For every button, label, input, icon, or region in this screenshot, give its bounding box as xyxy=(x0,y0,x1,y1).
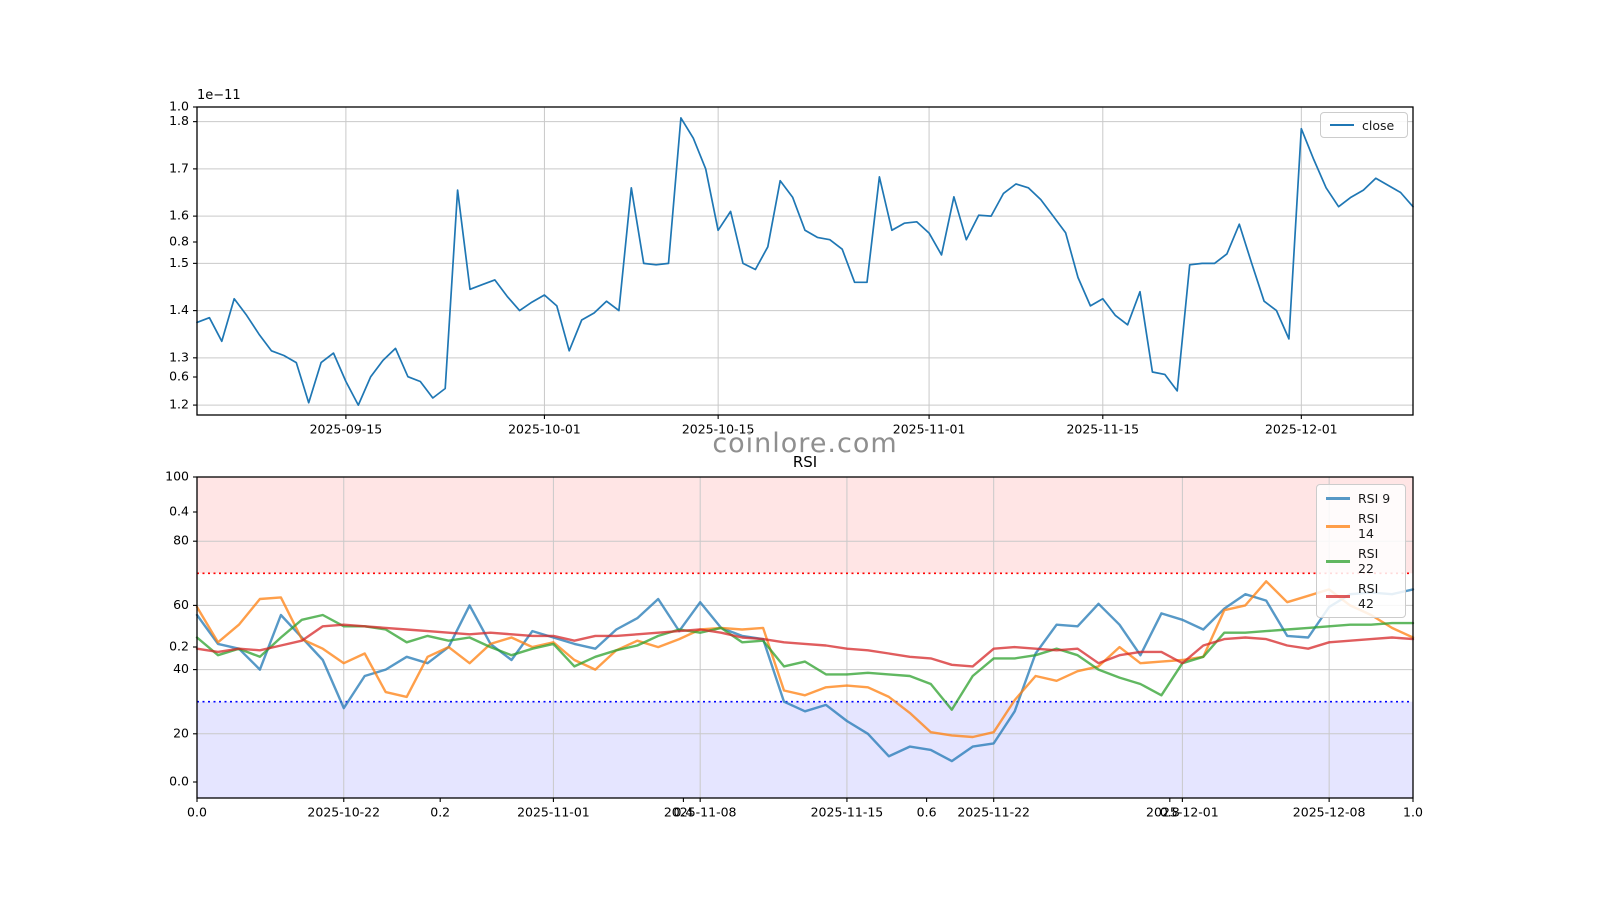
tick-label: 0.8 xyxy=(169,234,189,249)
tick-label: 2025-10-15 xyxy=(682,422,755,437)
tick-label: 1.8 xyxy=(169,113,189,128)
tick-label: 40 xyxy=(173,661,189,676)
rsi-chart-title: RSI xyxy=(792,453,818,471)
tick-label: 1.5 xyxy=(169,255,189,270)
tick-label: 1.6 xyxy=(169,208,189,223)
rsi9-line-swatch xyxy=(1326,497,1350,500)
rsi9-legend-label: RSI 9 xyxy=(1358,491,1391,506)
tick-label: 20 xyxy=(173,725,189,740)
tick-label: 1.3 xyxy=(169,349,189,364)
rsi42-legend-label: RSI 42 xyxy=(1358,581,1379,611)
rsi-legend: RSI 9 RSI 14 RSI 22 RSI 42 xyxy=(1316,484,1406,618)
y-axis-offset-label: 1e−11 xyxy=(197,88,241,103)
rsi-ticks: 2025-10-22 2025-11-01 2025-11-08 2025-11-15… xyxy=(165,469,1365,820)
tick-label: 2025-11-22 xyxy=(957,805,1030,820)
rsi22-line-swatch xyxy=(1326,559,1350,563)
tick-label: 0.0 xyxy=(187,805,207,820)
tick-label: 100 xyxy=(165,469,189,484)
tick-label: 1.0 xyxy=(169,99,189,114)
close-line-swatch xyxy=(1330,124,1354,126)
tick-label: 60 xyxy=(173,597,189,612)
rsi42-line-swatch xyxy=(1326,594,1350,598)
tick-label: 0.6 xyxy=(169,369,189,384)
rsi14-line-swatch xyxy=(1326,524,1350,528)
price-chart-frame xyxy=(196,106,1414,416)
price-chart-ticks: 2025-09-15 2025-10-01 2025-10-15 2025-11-01… xyxy=(169,113,1338,436)
tick-label: 2025-12-01 xyxy=(1265,422,1338,437)
tick-label: 2025-11-01 xyxy=(517,805,590,820)
rsi-legend-row: RSI 14 xyxy=(1326,511,1396,541)
tick-label: 2025-11-08 xyxy=(664,805,737,820)
close-legend-label: close xyxy=(1362,117,1395,133)
watermark: coinlore.com xyxy=(712,428,898,459)
tick-label: 2025-11-15 xyxy=(811,805,884,820)
tick-label: 2025-09-15 xyxy=(310,422,383,437)
tick-label: 2025-10-22 xyxy=(307,805,380,820)
tick-label: 0.8 xyxy=(1160,805,1180,820)
rsi22-legend-label: RSI 22 xyxy=(1358,546,1379,576)
tick-label: 2025-11-15 xyxy=(1066,422,1139,437)
rsi-legend-row: RSI 22 xyxy=(1326,546,1396,576)
price-chart-grid xyxy=(197,107,1413,415)
tick-label: 1.0 xyxy=(1403,805,1423,820)
tick-label: 0.6 xyxy=(917,805,937,820)
rsi-lines xyxy=(195,580,1415,763)
tick-label: 80 xyxy=(173,533,189,548)
tick-label: 1.2 xyxy=(169,397,189,412)
rsi-threshold-lines xyxy=(197,572,1413,703)
tick-label: 2025-12-08 xyxy=(1293,805,1366,820)
price-legend: close xyxy=(1320,112,1408,138)
tick-label: 0.4 xyxy=(673,805,693,820)
tick-label: 0.4 xyxy=(169,504,189,519)
tick-label: 1.7 xyxy=(169,160,189,175)
tick-label: 2025-11-01 xyxy=(893,422,966,437)
price-close-line xyxy=(196,117,1414,406)
tick-label: 0.0 xyxy=(169,774,189,789)
rsi-frame xyxy=(196,476,1414,799)
tick-label: 2025-12-01 xyxy=(1146,805,1219,820)
overlay-axis-ticks: 1.0 0.8 0.6 0.4 0.2 0.0 0.0 0.2 0.4 0.6 0.8 1.0 xyxy=(169,99,1423,820)
tick-label: 1.4 xyxy=(169,302,189,317)
tick-label: 0.2 xyxy=(169,639,189,654)
rsi-legend-row: RSI 42 xyxy=(1326,581,1396,611)
rsi-bands xyxy=(197,477,1413,798)
rsi14-legend-label: RSI 14 xyxy=(1358,511,1379,541)
tick-label: 0.2 xyxy=(430,805,450,820)
rsi-legend-row: RSI 9 xyxy=(1326,491,1396,506)
tick-label: 2025-10-01 xyxy=(508,422,581,437)
